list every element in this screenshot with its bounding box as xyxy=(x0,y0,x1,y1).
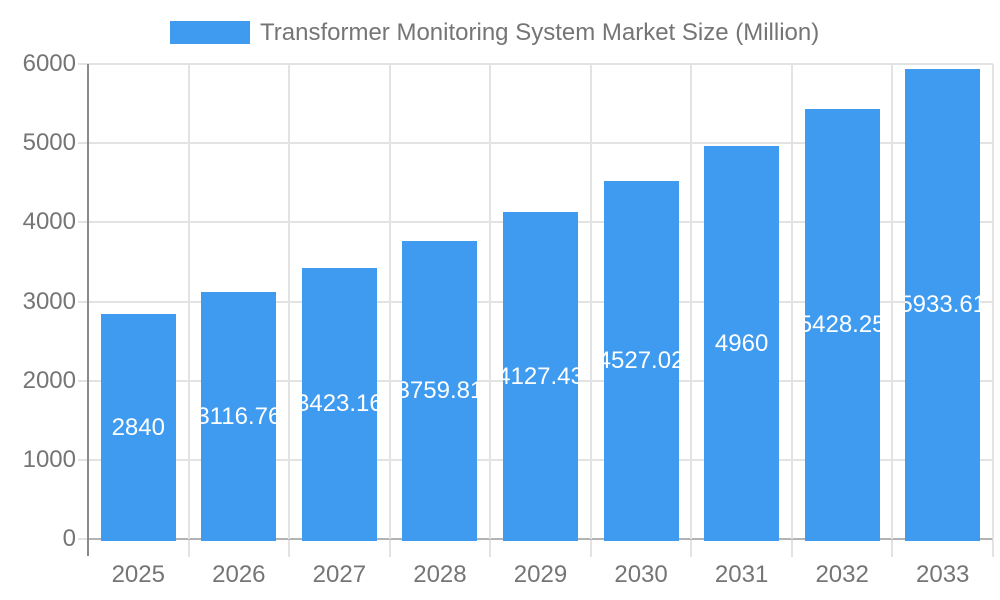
y-axis-tick xyxy=(78,221,88,224)
gridline-vertical xyxy=(891,64,894,539)
gridline-vertical xyxy=(187,64,190,539)
bar: 3423.16 xyxy=(301,267,377,541)
y-tick-label: 1000 xyxy=(22,445,76,473)
x-axis-tick xyxy=(489,540,492,557)
bar-value-label: 3116.76 xyxy=(201,402,277,430)
bar-value-label: 4127.43 xyxy=(503,362,578,390)
gridline-vertical xyxy=(690,64,693,539)
bar: 5428.25 xyxy=(804,109,880,541)
y-axis-tick xyxy=(78,300,88,303)
y-axis-tick xyxy=(78,458,88,461)
x-axis-tick xyxy=(288,540,291,557)
bar: 4960 xyxy=(704,146,780,541)
bar: 2840 xyxy=(100,314,176,541)
x-axis-tick xyxy=(187,540,190,557)
y-tick-label: 0 xyxy=(62,525,76,552)
bar: 4127.43 xyxy=(503,212,578,541)
x-tick-label: 2028 xyxy=(413,561,467,588)
gridline-vertical xyxy=(790,64,793,539)
y-axis-line xyxy=(87,64,89,556)
x-axis-tick xyxy=(790,540,793,557)
gridline-horizontal xyxy=(88,142,993,145)
y-tick-label: 5000 xyxy=(22,129,76,157)
x-axis-tick xyxy=(589,540,592,557)
x-tick-label: 2027 xyxy=(312,561,367,588)
gridline-vertical xyxy=(388,64,391,539)
y-axis-tick xyxy=(78,63,88,65)
bar: 5933.61 xyxy=(905,69,981,541)
gridline-horizontal xyxy=(88,63,993,65)
y-tick-label: 6000 xyxy=(22,50,76,77)
x-tick-label: 2033 xyxy=(916,561,970,588)
x-tick-label: 2030 xyxy=(614,561,668,588)
y-tick-label: 2000 xyxy=(22,366,76,394)
bar-value-label: 3759.81 xyxy=(402,377,478,405)
legend: Transformer Monitoring System Market Siz… xyxy=(170,18,820,46)
bar: 4527.02 xyxy=(603,180,679,541)
bar-value-label: 4527.02 xyxy=(603,346,679,374)
x-tick-label: 2031 xyxy=(714,561,769,588)
legend-swatch xyxy=(170,21,250,44)
bar: 3759.81 xyxy=(402,241,478,541)
x-axis-tick xyxy=(891,540,894,557)
x-tick-label: 2029 xyxy=(513,561,568,588)
gridline-vertical xyxy=(992,64,994,539)
x-tick-label: 2025 xyxy=(111,561,165,588)
x-axis-tick xyxy=(388,540,391,557)
x-tick-label: 2026 xyxy=(212,561,266,588)
bar-value-label: 4960 xyxy=(714,329,769,357)
y-tick-label: 4000 xyxy=(22,208,76,236)
bar-value-label: 5428.25 xyxy=(804,311,880,339)
y-axis-tick xyxy=(78,379,88,382)
y-tick-label: 3000 xyxy=(22,287,76,315)
y-axis-tick xyxy=(78,538,88,540)
y-axis-tick xyxy=(78,142,88,145)
legend-label: Transformer Monitoring System Market Siz… xyxy=(260,18,820,46)
bar-value-label: 5933.61 xyxy=(905,291,981,319)
gridline-vertical xyxy=(589,64,592,539)
gridline-vertical xyxy=(489,64,492,539)
x-axis-tick xyxy=(690,540,693,557)
x-axis-tick xyxy=(992,540,994,557)
x-tick-label: 2032 xyxy=(815,561,869,588)
bar-value-label: 3423.16 xyxy=(301,390,377,418)
bar: 3116.76 xyxy=(201,292,277,541)
bar-value-label: 2840 xyxy=(111,413,165,441)
gridline-vertical xyxy=(288,64,291,539)
